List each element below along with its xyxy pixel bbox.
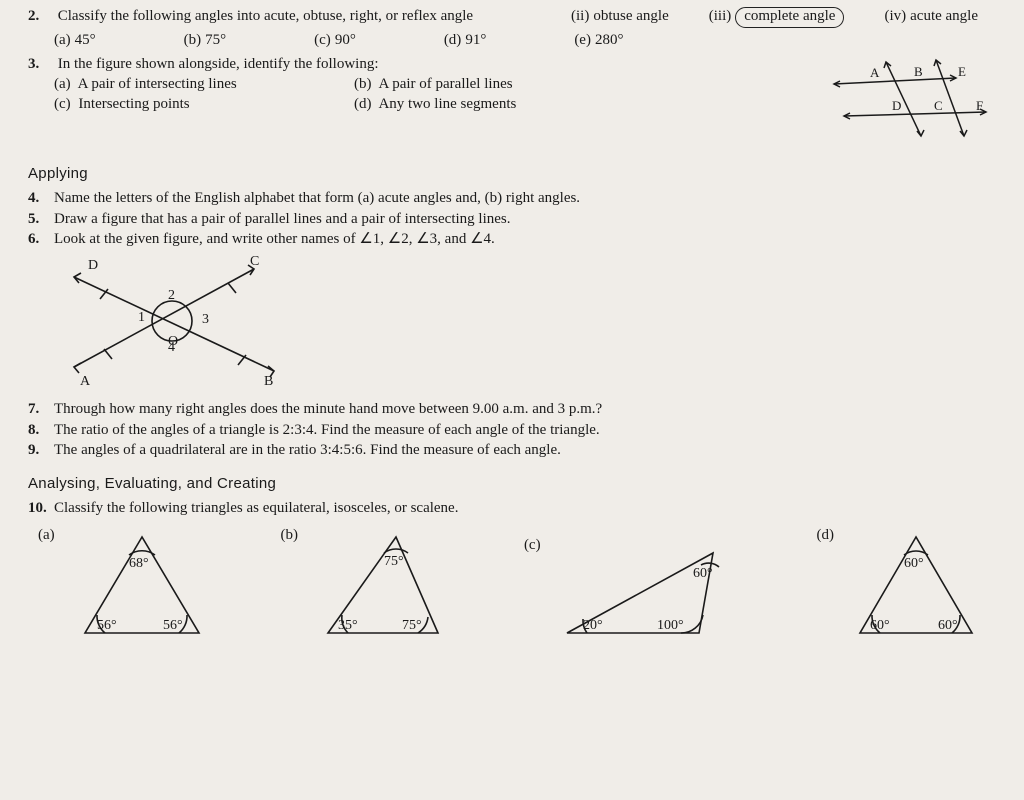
triangle-b: 75° 35° 75° bbox=[310, 525, 460, 651]
q2-top-iii: (iii)complete angle bbox=[709, 6, 845, 28]
q2-top-iv: (iv)acute angle bbox=[884, 6, 978, 28]
svg-text:35°: 35° bbox=[338, 618, 358, 633]
q6-diagram: D C A B O 1 2 3 4 bbox=[54, 249, 996, 395]
triangle-c: 60° 20° 100° bbox=[553, 535, 753, 651]
q3-d: (d) Any two line segments bbox=[354, 94, 516, 114]
svg-text:75°: 75° bbox=[402, 618, 422, 633]
q10-opt-d: (d) bbox=[816, 525, 834, 545]
svg-text:4: 4 bbox=[168, 340, 175, 355]
q2-opt-e: (e)280° bbox=[574, 30, 623, 50]
svg-text:C: C bbox=[934, 98, 943, 113]
svg-text:F: F bbox=[976, 98, 983, 113]
q3-c: (c) Intersecting points bbox=[54, 94, 314, 114]
q10-triangles: (a) 68° 56° 56° (b) bbox=[28, 525, 996, 651]
svg-text:B: B bbox=[264, 374, 273, 389]
q10-opt-a: (a) bbox=[38, 525, 55, 545]
q3-a: (a) A pair of intersecting lines bbox=[54, 74, 314, 94]
question-5: 5.Draw a figure that has a pair of paral… bbox=[28, 209, 996, 229]
svg-text:56°: 56° bbox=[163, 618, 183, 633]
q2-opt-d: (d)91° bbox=[444, 30, 487, 50]
svg-text:A: A bbox=[870, 65, 880, 80]
svg-text:56°: 56° bbox=[97, 618, 117, 633]
svg-text:3: 3 bbox=[202, 312, 209, 327]
q2-num: 2. bbox=[28, 6, 54, 26]
q2-top-ii: (ii)obtuse angle bbox=[571, 6, 669, 28]
question-2: 2. Classify the following angles into ac… bbox=[28, 6, 996, 50]
question-3: A B E D C F 3. In the figure shown along… bbox=[28, 54, 996, 150]
applying-heading: Applying bbox=[28, 164, 996, 184]
triangle-a: 68° 56° 56° bbox=[67, 525, 217, 651]
svg-text:A: A bbox=[80, 374, 91, 389]
q10-opt-c: (c) bbox=[524, 535, 541, 555]
question-7: 7.Through how many right angles does the… bbox=[28, 399, 996, 419]
svg-text:60°: 60° bbox=[904, 556, 924, 571]
svg-text:20°: 20° bbox=[583, 618, 603, 633]
analysing-heading: Analysing, Evaluating, and Creating bbox=[28, 474, 996, 494]
q3-text: In the figure shown alongside, identify … bbox=[58, 56, 379, 72]
q3-diagram: A B E D C F bbox=[826, 54, 996, 150]
triangle-d: 60° 60° 60° bbox=[846, 525, 986, 651]
svg-text:100°: 100° bbox=[657, 618, 684, 633]
svg-text:1: 1 bbox=[138, 310, 145, 325]
svg-text:2: 2 bbox=[168, 288, 175, 303]
q2-opt-b: (b)75° bbox=[184, 30, 227, 50]
q2-opt-a: (a)45° bbox=[54, 30, 96, 50]
question-10: 10.Classify the following triangles as e… bbox=[28, 498, 996, 518]
question-9: 9.The angles of a quadrilateral are in t… bbox=[28, 440, 996, 460]
svg-text:B: B bbox=[914, 64, 923, 79]
q3-b: (b) A pair of parallel lines bbox=[354, 74, 516, 94]
svg-text:75°: 75° bbox=[384, 554, 404, 569]
question-4: 4.Name the letters of the English alphab… bbox=[28, 188, 996, 208]
q10-opt-b: (b) bbox=[281, 525, 299, 545]
question-8: 8.The ratio of the angles of a triangle … bbox=[28, 420, 996, 440]
svg-text:D: D bbox=[88, 258, 98, 273]
q2-opt-c: (c)90° bbox=[314, 30, 356, 50]
svg-text:60°: 60° bbox=[693, 566, 713, 581]
svg-text:60°: 60° bbox=[870, 618, 890, 633]
svg-text:E: E bbox=[958, 64, 966, 79]
q3-num: 3. bbox=[28, 54, 54, 74]
svg-text:68°: 68° bbox=[129, 556, 149, 571]
svg-text:60°: 60° bbox=[938, 618, 958, 633]
svg-text:C: C bbox=[250, 254, 259, 269]
q2-text: Classify the following angles into acute… bbox=[58, 8, 473, 24]
svg-text:D: D bbox=[892, 98, 901, 113]
question-6: 6.Look at the given figure, and write ot… bbox=[28, 229, 996, 249]
